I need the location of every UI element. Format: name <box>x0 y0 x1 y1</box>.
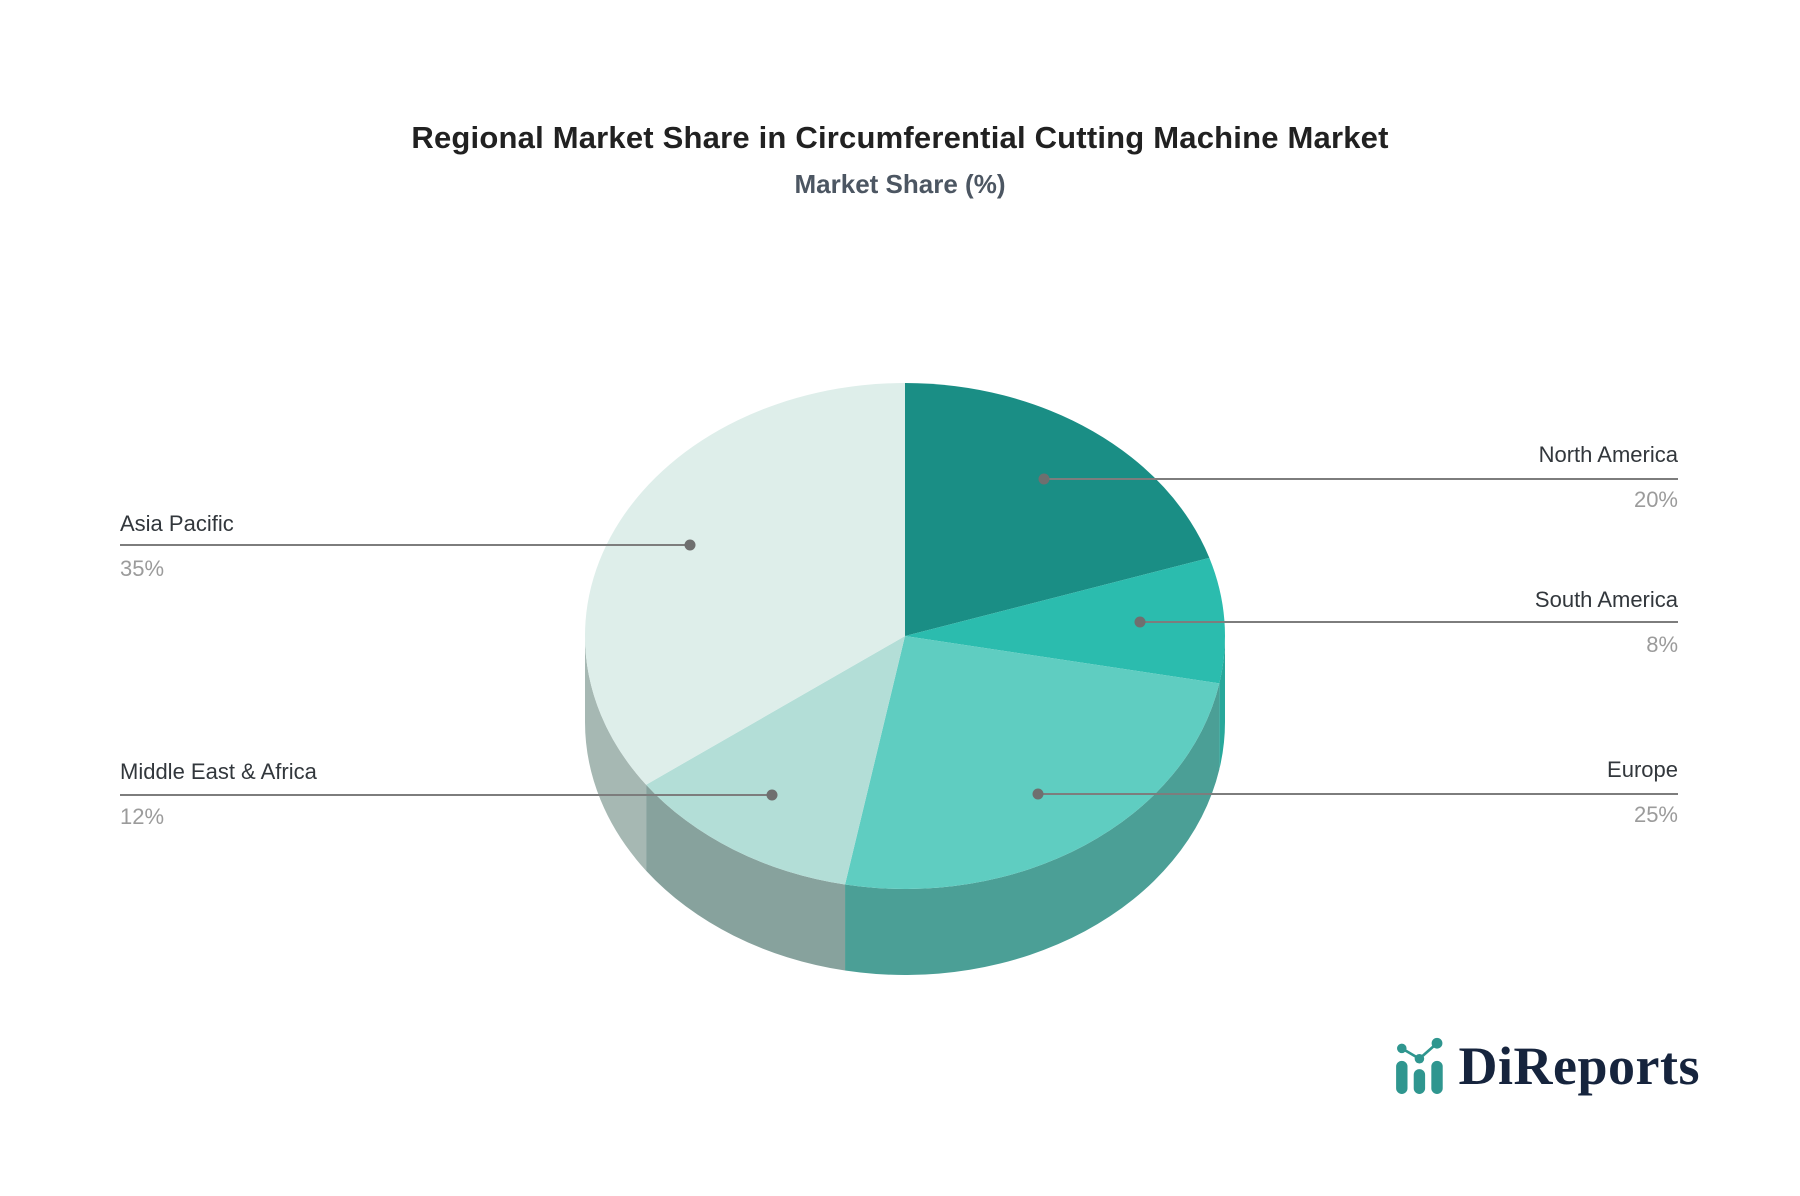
pie-slice-side-asia-pacific <box>585 636 647 871</box>
callout-label: Europe <box>1607 757 1678 782</box>
connector-dot <box>684 539 696 551</box>
callout-value: 35% <box>120 556 165 581</box>
pie-slice-side-europe <box>845 683 1220 976</box>
chart-subtitle: Market Share (%) <box>794 169 1006 199</box>
pie-slice-south-america <box>905 557 1225 684</box>
callout-label: Middle East & Africa <box>120 759 317 784</box>
callout-value: 25% <box>1633 802 1678 827</box>
callout-label: South America <box>1534 587 1678 612</box>
callout-south-america: South America 8% <box>1535 586 1678 659</box>
callout-label: North America <box>1538 442 1678 467</box>
pie-slice-europe <box>845 636 1220 890</box>
callout-north-america: North America 20% <box>1539 441 1678 514</box>
pie-slice-north-america <box>905 383 1210 636</box>
connector-dot <box>1038 473 1050 485</box>
brand-name: DiReports <box>1458 1036 1700 1096</box>
callout-label: Asia Pacific <box>120 511 234 536</box>
page-title: Regional Market Share in Circumferential… <box>411 120 1389 155</box>
callout-asia-pacific: Asia Pacific 35% <box>120 510 234 583</box>
pie-slice-asia-pacific <box>584 383 905 785</box>
connector-dot <box>1032 788 1044 800</box>
callout-value: 8% <box>1646 632 1678 657</box>
pie-slice-side-south-america <box>1219 636 1225 770</box>
connector-dot <box>766 789 778 801</box>
pie-slice-middle-east-africa <box>646 636 905 885</box>
pie-slice-side-middle-east-africa <box>646 784 846 971</box>
callout-value: 12% <box>120 804 165 829</box>
callout-value: 20% <box>1633 487 1678 512</box>
brand-logo: DiReports <box>1393 1035 1700 1097</box>
connector-dot <box>1134 616 1146 628</box>
bar-line-chart-icon <box>1395 1037 1443 1094</box>
callout-middle-east-africa: Middle East & Africa 12% <box>120 758 317 831</box>
callout-europe: Europe 25% <box>1607 756 1678 829</box>
